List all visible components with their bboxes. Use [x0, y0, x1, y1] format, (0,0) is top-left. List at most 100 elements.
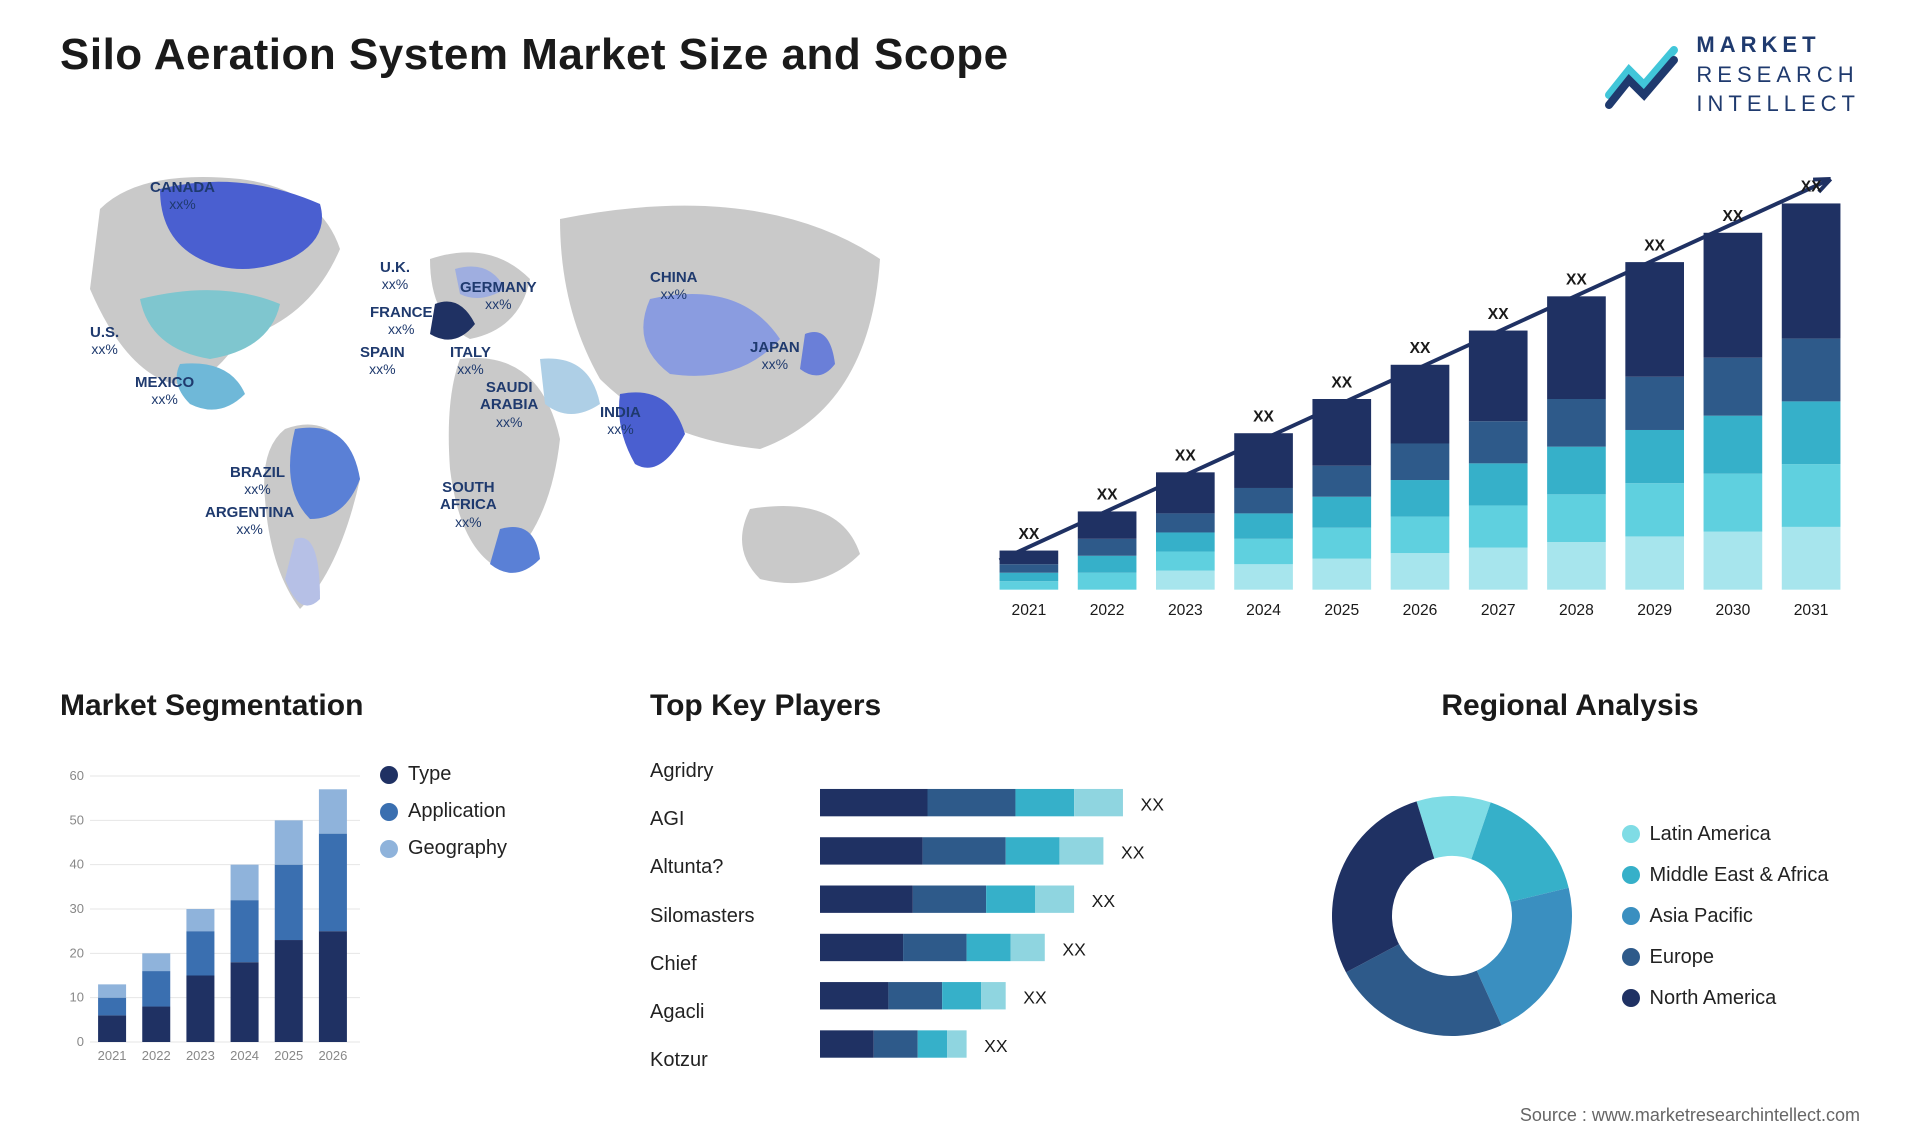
legend-item: North America — [1622, 987, 1829, 1010]
player-name: Altunta? — [650, 856, 800, 879]
svg-text:XX: XX — [1023, 988, 1047, 1008]
legend-item: Latin America — [1622, 823, 1829, 846]
regional-title: Regional Analysis — [1441, 689, 1698, 723]
player-name: Silomasters — [650, 905, 800, 928]
legend-dot-icon — [1622, 866, 1640, 884]
segmentation-chart: 0102030405060202120222023202420252026 — [60, 743, 360, 1089]
logo-text-1: MARKET — [1696, 30, 1860, 60]
map-label: SPAINxx% — [360, 344, 405, 379]
map-label: BRAZILxx% — [230, 464, 285, 499]
map-label: INDIAxx% — [600, 404, 641, 439]
svg-text:XX: XX — [1331, 374, 1352, 391]
svg-text:2030: 2030 — [1716, 602, 1751, 619]
legend-label: Geography — [408, 837, 507, 860]
regional-legend: Latin AmericaMiddle East & AfricaAsia Pa… — [1622, 823, 1829, 1010]
map-label: U.S.xx% — [90, 324, 119, 359]
legend-label: Asia Pacific — [1650, 905, 1753, 928]
segmentation-title: Market Segmentation — [60, 689, 620, 723]
logo-icon — [1604, 40, 1684, 110]
legend-label: Type — [408, 763, 451, 786]
svg-text:60: 60 — [70, 768, 84, 783]
growth-chart-panel: XX 2021 XX 2022 XX 2023 XX 2024 XX 2025 XX 2026 XX 20… — [980, 149, 1860, 649]
svg-text:XX: XX — [1801, 179, 1822, 196]
svg-text:XX: XX — [1062, 939, 1086, 959]
svg-text:XX: XX — [984, 1036, 1008, 1056]
source-text: Source : www.marketresearchintellect.com — [1520, 1105, 1860, 1126]
svg-text:2022: 2022 — [1090, 602, 1125, 619]
map-label: ARGENTINAxx% — [205, 504, 294, 539]
map-label: GERMANYxx% — [460, 279, 537, 314]
svg-text:50: 50 — [70, 812, 84, 827]
players-panel: Top Key Players Agridry AGI Altunta? Siloma… — [650, 689, 1250, 1089]
svg-text:2021: 2021 — [1012, 602, 1047, 619]
legend-label: Latin America — [1650, 823, 1771, 846]
legend-label: Application — [408, 800, 506, 823]
legend-item: Asia Pacific — [1622, 905, 1829, 928]
players-list: Agridry AGI Altunta? Silomasters Chief Agacli… — [650, 743, 800, 1089]
svg-text:XX: XX — [1253, 409, 1274, 426]
svg-text:2023: 2023 — [186, 1048, 215, 1063]
svg-text:2025: 2025 — [274, 1048, 303, 1063]
map-label: JAPANxx% — [750, 339, 800, 374]
legend-dot-icon — [1622, 907, 1640, 925]
svg-text:0: 0 — [77, 1034, 84, 1049]
regional-panel: Regional Analysis Latin AmericaMiddle Ea… — [1280, 689, 1860, 1089]
svg-text:2024: 2024 — [230, 1048, 259, 1063]
players-bars: XX XX XX XX XX XX — [820, 743, 1250, 1089]
svg-text:30: 30 — [70, 901, 84, 916]
svg-text:XX: XX — [1141, 795, 1165, 815]
legend-item: Europe — [1622, 946, 1829, 969]
brand-logo: MARKET RESEARCH INTELLECT — [1604, 30, 1860, 119]
header: Silo Aeration System Market Size and Sco… — [60, 30, 1860, 119]
svg-text:XX: XX — [1018, 526, 1039, 543]
player-name: Chief — [650, 953, 800, 976]
legend-item: Geography — [380, 837, 507, 860]
player-name: AGI — [650, 808, 800, 831]
player-name: Agacli — [650, 1001, 800, 1024]
legend-dot-icon — [380, 840, 398, 858]
svg-text:XX: XX — [1722, 208, 1743, 225]
svg-text:XX: XX — [1121, 843, 1145, 863]
logo-text-2: RESEARCH — [1696, 60, 1860, 90]
bottom-row: Market Segmentation 01020304050602021202… — [60, 689, 1860, 1089]
map-label: CANADAxx% — [150, 179, 215, 214]
legend-dot-icon — [1622, 825, 1640, 843]
legend-item: Application — [380, 800, 507, 823]
growth-chart: XX 2021 XX 2022 XX 2023 XX 2024 XX 2025 XX 2026 XX 20… — [980, 149, 1860, 649]
svg-text:2031: 2031 — [1794, 602, 1829, 619]
map-label: FRANCExx% — [370, 304, 433, 339]
svg-text:2026: 2026 — [1403, 602, 1438, 619]
map-label: ITALYxx% — [450, 344, 491, 379]
svg-text:2026: 2026 — [318, 1048, 347, 1063]
page-title: Silo Aeration System Market Size and Sco… — [60, 30, 1009, 80]
legend-label: North America — [1650, 987, 1777, 1010]
svg-text:XX: XX — [1566, 272, 1587, 289]
world-map-panel: CANADAxx%U.S.xx%MEXICOxx%BRAZILxx%ARGENT… — [60, 149, 940, 649]
svg-text:40: 40 — [70, 857, 84, 872]
legend-item: Type — [380, 763, 507, 786]
svg-text:2024: 2024 — [1246, 602, 1281, 619]
player-name: Agridry — [650, 760, 800, 783]
top-row: CANADAxx%U.S.xx%MEXICOxx%BRAZILxx%ARGENT… — [60, 149, 1860, 649]
map-label: CHINAxx% — [650, 269, 698, 304]
map-label: U.K.xx% — [380, 259, 410, 294]
segmentation-panel: Market Segmentation 01020304050602021202… — [60, 689, 620, 1089]
logo-text-3: INTELLECT — [1696, 89, 1860, 119]
svg-text:XX: XX — [1097, 487, 1118, 504]
svg-text:XX: XX — [1092, 891, 1116, 911]
segmentation-legend: Type Application Geography — [380, 743, 507, 1089]
svg-text:2028: 2028 — [1559, 602, 1594, 619]
svg-text:2022: 2022 — [142, 1048, 171, 1063]
svg-text:XX: XX — [1488, 306, 1509, 323]
players-title: Top Key Players — [650, 689, 1250, 723]
svg-text:XX: XX — [1410, 340, 1431, 357]
legend-dot-icon — [380, 803, 398, 821]
svg-text:2023: 2023 — [1168, 602, 1203, 619]
legend-dot-icon — [1622, 948, 1640, 966]
svg-text:2025: 2025 — [1324, 602, 1359, 619]
map-label: SOUTHAFRICAxx% — [440, 479, 497, 531]
svg-text:10: 10 — [70, 990, 84, 1005]
legend-label: Europe — [1650, 946, 1715, 969]
svg-text:2021: 2021 — [98, 1048, 127, 1063]
legend-dot-icon — [1622, 989, 1640, 1007]
